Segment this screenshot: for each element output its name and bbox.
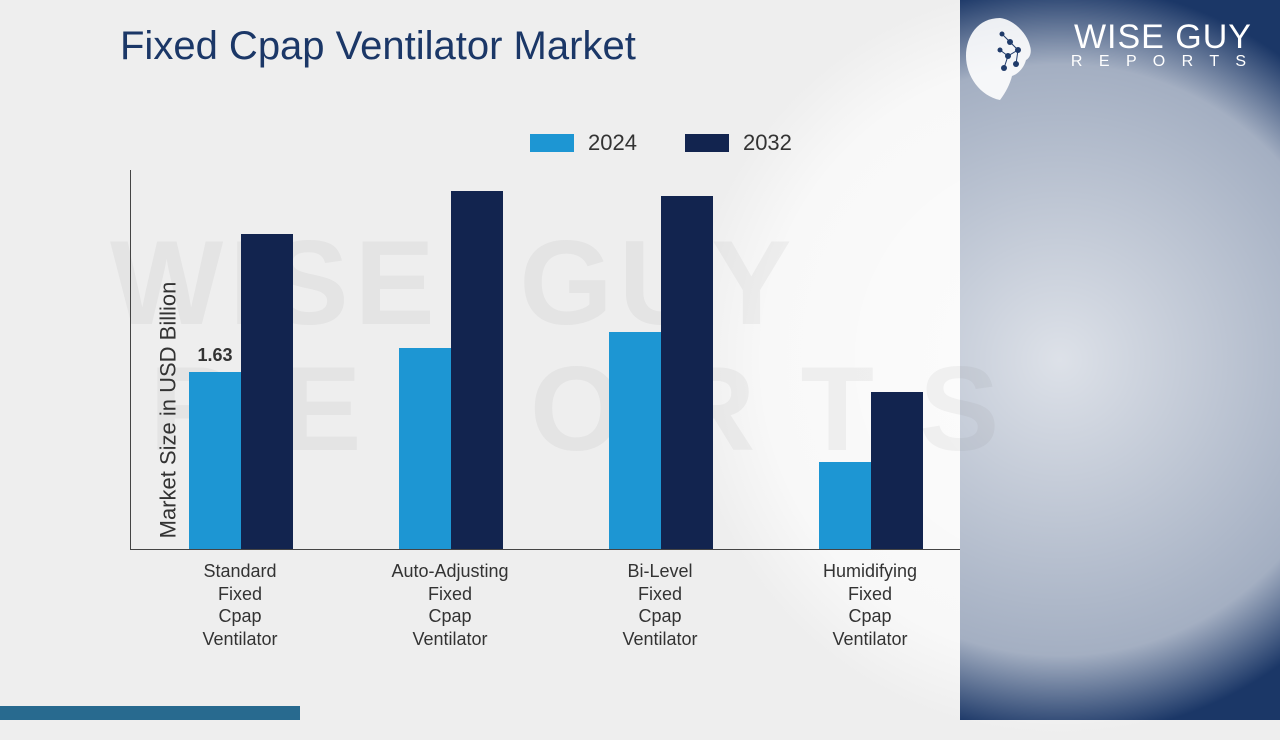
legend-label-2032: 2032 (743, 130, 792, 156)
brand-line2: R E P O R T S (1071, 54, 1252, 70)
legend: 2024 2032 (530, 130, 792, 156)
x-axis-label: Bi-Level Fixed Cpap Ventilator (560, 560, 760, 650)
bar-2032 (451, 191, 503, 549)
bar-2032 (661, 196, 713, 549)
x-axis-label: Humidifying Fixed Cpap Ventilator (770, 560, 970, 650)
bar-2024 (819, 462, 871, 549)
brand-line1: WISE GUY (1071, 20, 1252, 54)
legend-label-2024: 2024 (588, 130, 637, 156)
chart-area: Market Size in USD Billion 2024 2032 1.6… (100, 130, 960, 690)
legend-item-2024: 2024 (530, 130, 637, 156)
bar-2024 (609, 332, 661, 549)
bar-2032 (241, 234, 293, 549)
plot-area: 1.63 (130, 170, 960, 550)
bar-2032 (871, 392, 923, 549)
legend-item-2032: 2032 (685, 130, 792, 156)
chart-title: Fixed Cpap Ventilator Market (120, 24, 636, 69)
legend-swatch-2032 (685, 134, 729, 152)
legend-swatch-2024 (530, 134, 574, 152)
bar-2024 (189, 372, 241, 549)
x-axis-label: Auto-Adjusting Fixed Cpap Ventilator (350, 560, 550, 650)
brand-head-icon (960, 14, 1040, 104)
bar-value-label: 1.63 (179, 345, 251, 366)
bar-2024 (399, 348, 451, 549)
bottom-accent-bar (0, 706, 300, 720)
x-axis-label: Standard Fixed Cpap Ventilator (140, 560, 340, 650)
brand-logo: WISE GUY R E P O R T S (1071, 20, 1252, 70)
